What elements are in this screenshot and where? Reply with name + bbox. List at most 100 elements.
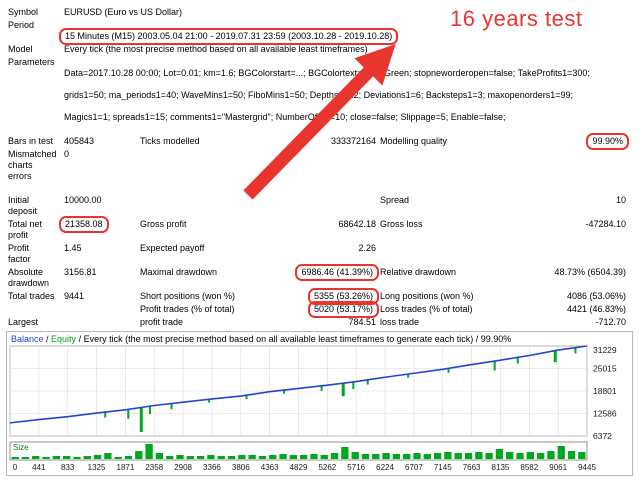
expected-payoff-label: Expected payoff	[140, 243, 205, 253]
net-profit-highlight-box: 21358.08	[59, 216, 109, 233]
size-strip	[9, 441, 588, 461]
size-bar	[392, 454, 401, 459]
size-bar	[73, 457, 81, 459]
mismatched-errors-label: Mismatched charts errors	[8, 149, 57, 181]
period-value: 15 Minutes (M15) 2003.05.04 21:00 - 2019…	[65, 31, 393, 41]
size-bar	[227, 456, 236, 459]
ticks-modelled-value: 333372164	[330, 136, 376, 146]
size-bar	[279, 454, 287, 459]
loss-trades-value: 4421 (46.83%)	[566, 304, 626, 314]
row-profit-trades: Profit trades (% of total) 5020 (53.17%)…	[6, 301, 628, 318]
size-bar	[464, 453, 473, 459]
size-bar	[495, 449, 504, 459]
size-bar	[403, 454, 411, 459]
x-tick-label: 5716	[347, 463, 365, 472]
size-bar	[516, 453, 524, 459]
long-positions-label: Long positions (won %)	[380, 291, 474, 301]
parameters-line-1: Data=2017.10.28 00:00; Lot=0.01; km=1.6;…	[64, 68, 590, 78]
relative-drawdown-label: Relative drawdown	[380, 267, 457, 277]
size-bar	[42, 457, 50, 459]
row-net-profit: Total net profit 21358.08 Gross profit 6…	[6, 216, 628, 242]
modelling-quality-label: Modelling quality	[380, 136, 448, 146]
size-bar	[196, 456, 205, 459]
size-bar	[506, 452, 514, 459]
gross-loss-value: -47284.10	[585, 219, 626, 229]
balance-line	[9, 345, 588, 424]
largest-profit-trade-value: 784.51	[348, 317, 376, 327]
period-highlight-box: 15 Minutes (M15) 2003.05.04 21:00 - 2019…	[59, 28, 399, 45]
size-bar	[351, 452, 359, 459]
initial-deposit-value: 10000.00	[64, 195, 102, 205]
size-bar	[567, 451, 576, 459]
x-tick-label: 2358	[145, 463, 163, 472]
legend-balance: Balance	[11, 334, 44, 344]
size-bar	[485, 453, 493, 459]
largest-label: Largest	[8, 317, 39, 327]
symbol-label: Symbol	[8, 7, 39, 17]
legend-description: Every tick (the most precise method base…	[83, 334, 512, 344]
size-bar	[454, 453, 462, 459]
x-tick-label: 6707	[405, 463, 423, 472]
row-mismatch: Mismatched charts errors 0	[6, 148, 628, 183]
x-tick-label: 9445	[578, 463, 596, 472]
x-tick-label: 6224	[376, 463, 394, 472]
size-bar	[475, 452, 483, 459]
balance-equity-chart: Balance / Equity / Every tick (the most …	[6, 331, 633, 476]
mismatched-errors-value: 0	[64, 149, 70, 159]
largest-loss-trade-value: -712.70	[595, 317, 626, 327]
quality-highlight-box: 99.90%	[586, 133, 629, 150]
size-bar	[166, 456, 174, 459]
size-bar	[207, 455, 215, 459]
expected-payoff-value: 2.26	[358, 243, 376, 253]
size-bar	[330, 453, 339, 459]
size-bar	[258, 456, 267, 459]
size-bar	[547, 451, 555, 459]
row-period: Period 15 Minutes (M15) 2003.05.04 21:00…	[6, 19, 628, 45]
x-tick-label: 5262	[318, 463, 336, 472]
size-bar	[361, 454, 370, 459]
profit-trades-label: Profit trades (% of total)	[140, 304, 235, 314]
row-symbol: Symbol EURUSD (Euro vs US Dollar)	[6, 6, 628, 19]
size-bar	[145, 444, 153, 459]
size-bar	[578, 452, 586, 459]
absolute-drawdown-value: 3156.81	[64, 267, 97, 277]
bars-in-test-label: Bars in test	[8, 136, 54, 146]
relative-drawdown-value: 48.73% (6504.39)	[554, 267, 626, 277]
ticks-modelled-label: Ticks modelled	[140, 136, 200, 146]
size-bar	[320, 455, 328, 459]
gross-profit-label: Gross profit	[140, 219, 187, 229]
size-bar	[289, 455, 297, 459]
x-tick-label: 2908	[174, 463, 192, 472]
size-bar	[300, 455, 308, 459]
size-bar	[248, 455, 256, 459]
row-deposit: Initial deposit 10000.00 Spread 10	[6, 194, 628, 218]
size-bar	[32, 456, 40, 459]
profit-trades-highlight-box: 5020 (53.17%)	[307, 301, 379, 318]
size-bar	[382, 453, 390, 459]
parameters-line-2: grids1=50; ma_periods1=40; WaveMins1=50;…	[64, 90, 573, 100]
size-bar	[104, 453, 112, 459]
row-largest: Largest profit trade 784.51 loss trade -…	[6, 316, 628, 329]
row-parameters: Parameters Data=2017.10.28 00:00; Lot=0.…	[6, 56, 628, 135]
x-tick-label: 3806	[232, 463, 250, 472]
total-net-profit-label: Total net profit	[8, 219, 43, 240]
x-tick-label: 1871	[117, 463, 135, 472]
gross-profit-value: 68642.18	[338, 219, 376, 229]
x-tick-label: 7145	[434, 463, 452, 472]
x-tick-label: 4363	[261, 463, 279, 472]
x-tick-label: 4829	[290, 463, 308, 472]
maximal-drawdown-label: Maximal drawdown	[140, 267, 218, 277]
modelling-quality-value: 99.90%	[592, 136, 623, 146]
period-label: Period	[8, 20, 35, 30]
x-tick-label: 0	[13, 463, 18, 472]
size-bar	[176, 455, 184, 459]
initial-deposit-label: Initial deposit	[8, 195, 38, 216]
legend-equity: Equity	[51, 334, 77, 344]
equity-curve-svg: 0 441 833 1325 1871 2358 2908 3366 3806 4363 4829 5…	[9, 345, 617, 472]
size-bar	[124, 456, 133, 459]
size-bar	[310, 454, 318, 459]
profit-factor-label: Profit factor	[8, 243, 31, 264]
absolute-drawdown-label: Absolute drawdown	[8, 267, 50, 288]
x-tick-label: 8135	[492, 463, 510, 472]
